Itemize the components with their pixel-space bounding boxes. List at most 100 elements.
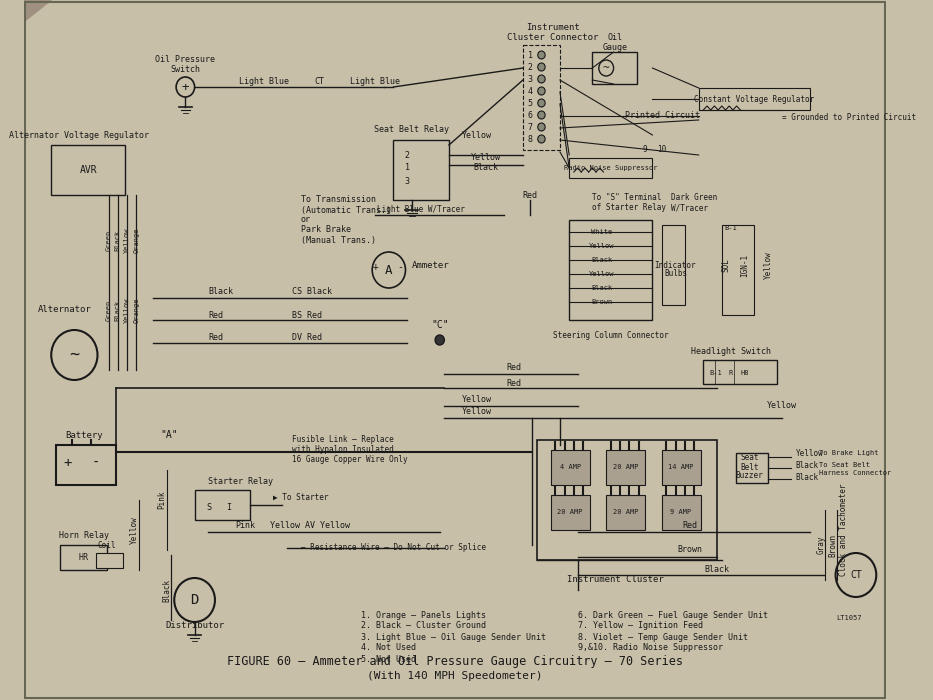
- Circle shape: [537, 111, 545, 119]
- Text: Black: Black: [115, 300, 121, 321]
- Text: CT: CT: [314, 78, 325, 87]
- Text: Gauge: Gauge: [603, 43, 628, 52]
- Text: CT: CT: [850, 570, 862, 580]
- Circle shape: [537, 75, 545, 83]
- Text: Yellow: Yellow: [462, 407, 492, 416]
- Text: Brown: Brown: [829, 533, 837, 556]
- Text: Black: Black: [208, 288, 233, 297]
- Text: with Hypalon Insulated: with Hypalon Insulated: [292, 445, 394, 454]
- Text: Yellow: Yellow: [589, 271, 614, 277]
- Text: Black: Black: [115, 230, 121, 251]
- Text: R: R: [729, 370, 733, 376]
- Text: Black: Black: [473, 164, 498, 172]
- Text: Black: Black: [704, 566, 730, 575]
- Circle shape: [176, 77, 195, 97]
- Text: 3: 3: [528, 74, 533, 83]
- Text: Coil: Coil: [97, 540, 116, 550]
- Text: Harness Connector: Harness Connector: [819, 470, 891, 476]
- Text: Yellow: Yellow: [471, 153, 501, 162]
- Text: W/Tracer: W/Tracer: [671, 204, 708, 213]
- Text: Red: Red: [522, 190, 537, 199]
- Bar: [606, 450, 645, 485]
- Text: 4: 4: [528, 87, 533, 95]
- Text: +: +: [63, 456, 72, 470]
- Text: 14 AMP: 14 AMP: [668, 464, 694, 470]
- Text: Black: Black: [162, 578, 172, 601]
- Text: 2: 2: [405, 150, 410, 160]
- Circle shape: [435, 335, 444, 345]
- Text: Instrument: Instrument: [525, 24, 579, 32]
- Text: Green: Green: [105, 300, 112, 321]
- Text: B-1: B-1: [709, 370, 722, 376]
- Text: CS Black: CS Black: [292, 288, 332, 297]
- Text: Printed Circuit: Printed Circuit: [625, 111, 700, 120]
- Circle shape: [537, 123, 545, 131]
- Bar: [96, 553, 123, 568]
- Text: of Starter Relay: of Starter Relay: [592, 204, 666, 213]
- Text: SOL: SOL: [722, 258, 731, 272]
- Bar: [51, 145, 125, 195]
- Text: Red: Red: [507, 363, 522, 372]
- Text: LT1057: LT1057: [837, 615, 862, 621]
- Text: S: S: [206, 503, 211, 512]
- Text: 4. Not Used: 4. Not Used: [361, 643, 416, 652]
- Text: Seat Belt Relay: Seat Belt Relay: [374, 125, 450, 134]
- Text: 9,&10. Radio Noise Suppressor: 9,&10. Radio Noise Suppressor: [578, 643, 723, 652]
- Text: 6: 6: [528, 111, 533, 120]
- Polygon shape: [23, 0, 51, 22]
- Bar: [550, 450, 590, 485]
- Text: Ammeter: Ammeter: [411, 260, 450, 270]
- Text: FIGURE 60 — Ammeter and Oil Pressure Gauge Circuitry — 70 Series: FIGURE 60 — Ammeter and Oil Pressure Gau…: [227, 655, 683, 668]
- Text: Buzzer: Buzzer: [736, 472, 763, 480]
- Bar: [736, 453, 768, 483]
- Text: To Transmission: To Transmission: [301, 195, 376, 204]
- Text: To Brake Light: To Brake Light: [819, 450, 879, 456]
- Circle shape: [599, 60, 614, 76]
- Text: 10: 10: [657, 146, 666, 155]
- Text: Oil Pressure: Oil Pressure: [156, 55, 216, 64]
- Text: AVR: AVR: [79, 165, 97, 175]
- Bar: [661, 225, 685, 305]
- Bar: [592, 52, 636, 84]
- Text: 20 AMP: 20 AMP: [613, 464, 638, 470]
- Text: Pink: Pink: [158, 491, 167, 510]
- Text: White: White: [591, 229, 612, 235]
- Bar: [703, 360, 777, 384]
- Text: Black: Black: [796, 473, 819, 482]
- Text: +: +: [373, 262, 379, 272]
- Text: Park Brake: Park Brake: [301, 225, 351, 234]
- Text: To Seat Belt: To Seat Belt: [819, 462, 870, 468]
- Text: Starter Relay: Starter Relay: [208, 477, 273, 486]
- Text: 1. Orange — Panels Lights: 1. Orange — Panels Lights: [361, 610, 486, 620]
- Bar: [394, 140, 449, 200]
- Text: Brown: Brown: [677, 545, 702, 554]
- Bar: [569, 220, 652, 320]
- Text: Yellow: Yellow: [124, 298, 130, 323]
- Text: 20 AMP: 20 AMP: [557, 509, 583, 515]
- Text: Clock and Tachometer: Clock and Tachometer: [840, 484, 848, 576]
- Bar: [569, 158, 652, 178]
- Text: Yellow: Yellow: [130, 516, 139, 544]
- Text: Cluster Connector: Cluster Connector: [507, 34, 598, 43]
- Text: Green: Green: [105, 230, 112, 251]
- Text: Orange: Orange: [133, 228, 139, 253]
- Text: Pink: Pink: [235, 521, 256, 529]
- Text: or: or: [301, 216, 311, 225]
- Text: — Resistance Wire — Do Not Cut or Splice: — Resistance Wire — Do Not Cut or Splice: [301, 543, 486, 552]
- Text: (With 140 MPH Speedometer): (With 140 MPH Speedometer): [367, 671, 542, 681]
- Text: 1: 1: [528, 50, 533, 60]
- Text: (Manual Trans.): (Manual Trans.): [301, 235, 376, 244]
- Bar: [550, 495, 590, 530]
- Text: HR: HR: [78, 554, 89, 563]
- Text: (Automatic Trans.): (Automatic Trans.): [301, 206, 391, 214]
- Text: Switch: Switch: [171, 66, 201, 74]
- Text: D: D: [190, 593, 199, 607]
- Text: To "S" Terminal: To "S" Terminal: [592, 193, 661, 202]
- Circle shape: [836, 553, 876, 597]
- Bar: [606, 495, 645, 530]
- Text: Belt: Belt: [740, 463, 759, 472]
- Text: Brown: Brown: [591, 299, 612, 305]
- Text: 6. Dark Green — Fuel Gauge Sender Unit: 6. Dark Green — Fuel Gauge Sender Unit: [578, 610, 769, 620]
- Bar: [722, 225, 754, 315]
- Text: Indicator: Indicator: [655, 260, 696, 270]
